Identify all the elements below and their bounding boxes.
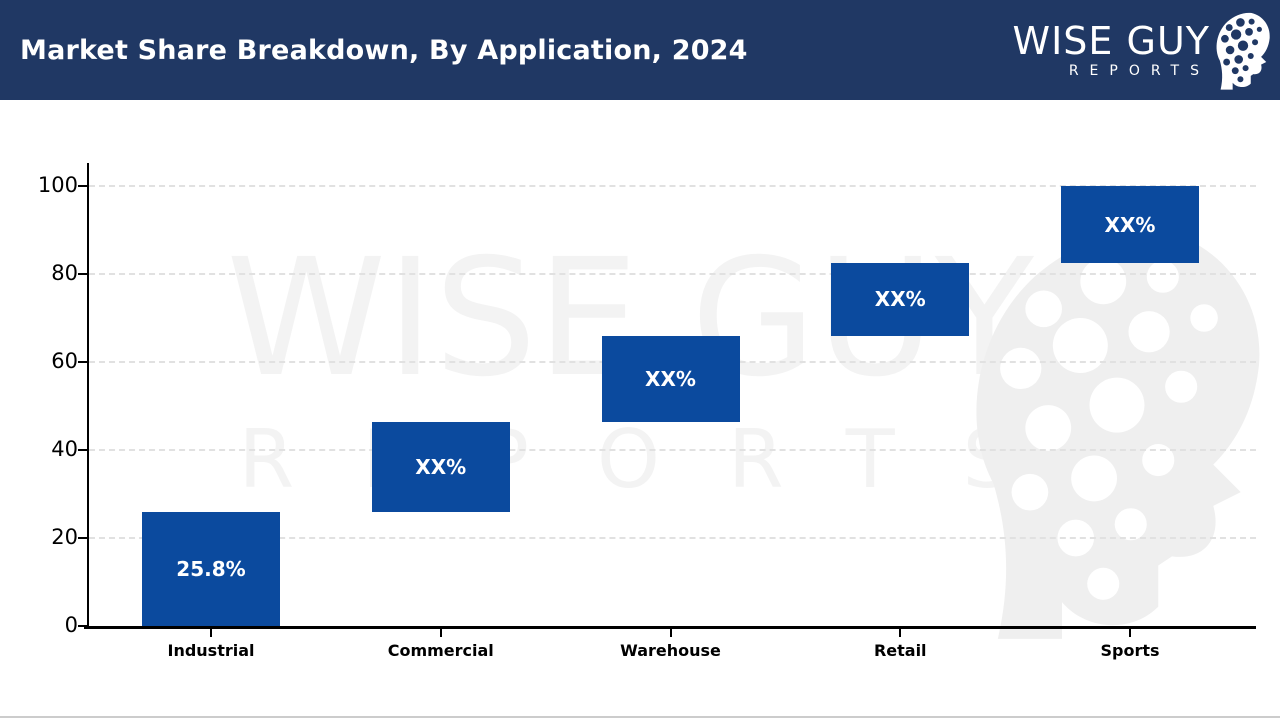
bar-commercial: XX% bbox=[371, 421, 510, 513]
gridline-80 bbox=[89, 273, 1256, 275]
bottom-rule bbox=[0, 716, 1280, 718]
y-tick-label: 100 bbox=[37, 173, 78, 197]
bar-sports: XX% bbox=[1061, 186, 1199, 263]
header-bar: Market Share Breakdown, By Application, … bbox=[0, 0, 1280, 100]
y-tick-mark bbox=[78, 361, 87, 363]
x-tick-mark bbox=[899, 629, 902, 637]
logo-subtitle: REPORTS bbox=[1068, 62, 1210, 79]
bar-warehouse: XX% bbox=[601, 335, 740, 422]
y-tick-mark bbox=[78, 625, 87, 627]
bar-value-label: XX% bbox=[645, 366, 696, 391]
wise-guy-logo: WISE GUY REPORTS bbox=[1013, 0, 1274, 100]
gridline-100 bbox=[89, 185, 1256, 187]
bar-value-label: 25.8% bbox=[176, 557, 246, 582]
bar-value-label: XX% bbox=[415, 455, 467, 480]
x-tick-label-warehouse: Warehouse bbox=[620, 641, 721, 660]
gridline-40 bbox=[89, 449, 1256, 451]
x-tick-label-sports: Sports bbox=[1100, 641, 1160, 660]
gridline-20 bbox=[89, 537, 1256, 539]
x-tick-label-commercial: Commercial bbox=[387, 641, 494, 660]
bar-value-label: XX% bbox=[1104, 212, 1156, 237]
y-tick-mark bbox=[78, 273, 87, 275]
y-tick-mark bbox=[78, 537, 87, 539]
y-tick-label: 0 bbox=[64, 613, 78, 637]
chart-title: Market Share Breakdown, By Application, … bbox=[20, 34, 748, 66]
y-tick-label: 40 bbox=[51, 437, 78, 461]
y-tick-label: 20 bbox=[51, 525, 78, 549]
y-axis-line bbox=[87, 163, 89, 628]
logo-text: WISE GUY REPORTS bbox=[1013, 22, 1210, 79]
x-tick-mark bbox=[439, 629, 442, 637]
y-tick-label: 60 bbox=[51, 349, 78, 373]
bar-retail: XX% bbox=[831, 263, 970, 336]
plot: 0 20 40 60 80 100 25.8% Industrial XX% Commercial… bbox=[0, 100, 1280, 720]
x-tick-label-retail: Retail bbox=[873, 641, 927, 660]
x-tick-mark bbox=[669, 629, 672, 637]
bar-value-label: XX% bbox=[874, 287, 926, 312]
dotted-head-icon bbox=[1216, 12, 1270, 90]
x-tick-label-industrial: Industrial bbox=[167, 641, 255, 660]
x-tick-mark bbox=[1129, 629, 1131, 637]
bar-industrial: 25.8% bbox=[142, 512, 280, 626]
y-tick-mark bbox=[78, 449, 87, 451]
y-tick-mark bbox=[78, 185, 87, 187]
logo-wordmark: WISE GUY bbox=[1012, 18, 1210, 63]
x-tick-mark bbox=[210, 629, 212, 637]
y-tick-label: 80 bbox=[51, 261, 78, 285]
x-axis-line bbox=[84, 626, 1256, 629]
